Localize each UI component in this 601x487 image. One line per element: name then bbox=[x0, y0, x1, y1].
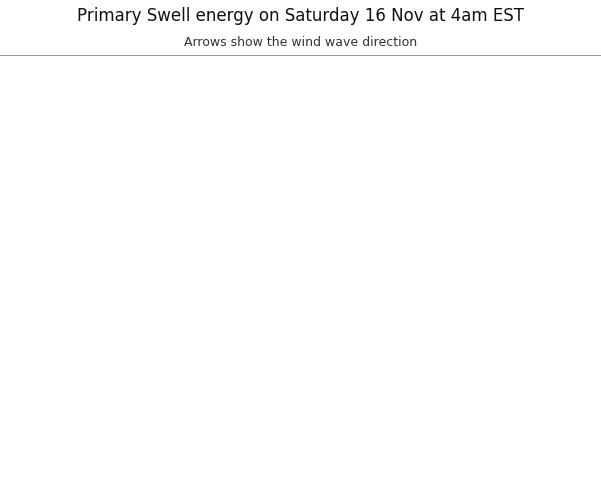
Text: Map requires cartopy: Map requires cartopy bbox=[197, 262, 404, 281]
Text: Primary Swell energy on Saturday 16 Nov at 4am EST: Primary Swell energy on Saturday 16 Nov … bbox=[77, 7, 524, 25]
Text: Arrows show the wind wave direction: Arrows show the wind wave direction bbox=[184, 36, 417, 49]
